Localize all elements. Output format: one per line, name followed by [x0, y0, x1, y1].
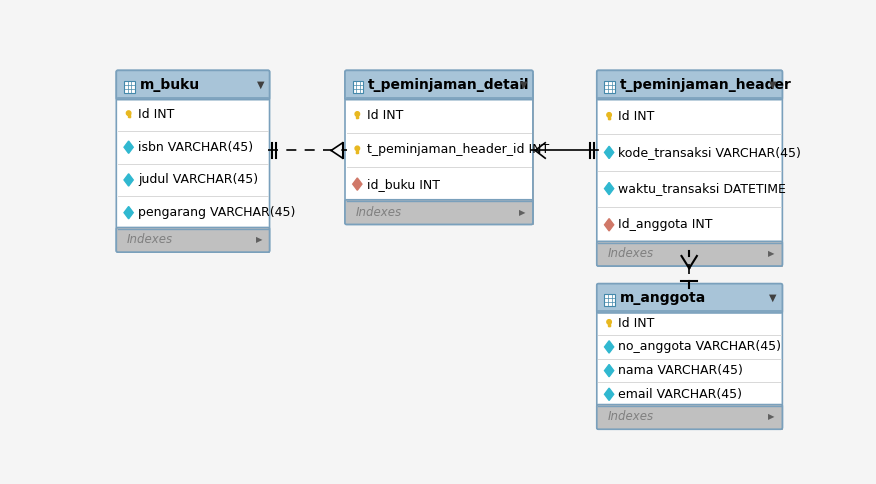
- Polygon shape: [124, 207, 133, 219]
- Bar: [349, 74, 533, 225]
- Text: Id INT: Id INT: [618, 317, 654, 330]
- Text: ▶: ▶: [519, 208, 526, 216]
- Bar: [357, 150, 358, 152]
- Text: Indexes: Indexes: [127, 233, 173, 246]
- Text: waktu_transaksi DATETIME: waktu_transaksi DATETIME: [618, 182, 787, 195]
- Bar: [118, 229, 268, 238]
- Bar: [347, 201, 532, 223]
- Polygon shape: [124, 174, 133, 186]
- FancyBboxPatch shape: [597, 405, 782, 429]
- Text: Id_anggota INT: Id_anggota INT: [618, 218, 713, 231]
- Bar: [118, 88, 268, 98]
- FancyBboxPatch shape: [597, 70, 782, 266]
- Text: nama VARCHAR(45): nama VARCHAR(45): [618, 364, 743, 377]
- Bar: [598, 72, 781, 98]
- Polygon shape: [604, 182, 614, 195]
- Text: Id INT: Id INT: [366, 109, 403, 122]
- Bar: [598, 243, 781, 252]
- Text: Indexes: Indexes: [356, 206, 402, 219]
- FancyBboxPatch shape: [345, 70, 533, 100]
- Bar: [598, 243, 781, 264]
- Circle shape: [126, 111, 131, 115]
- Text: m_anggota: m_anggota: [620, 291, 706, 305]
- Bar: [353, 80, 364, 93]
- Bar: [608, 116, 610, 119]
- Text: isbn VARCHAR(45): isbn VARCHAR(45): [138, 141, 253, 154]
- Bar: [608, 323, 610, 326]
- Circle shape: [607, 319, 611, 324]
- FancyBboxPatch shape: [597, 284, 782, 313]
- Circle shape: [355, 112, 359, 116]
- Text: no_anggota VARCHAR(45): no_anggota VARCHAR(45): [618, 340, 781, 353]
- Bar: [120, 74, 271, 253]
- Polygon shape: [124, 141, 133, 153]
- Circle shape: [355, 146, 359, 151]
- Bar: [118, 72, 268, 98]
- Bar: [598, 406, 781, 428]
- Bar: [124, 80, 135, 93]
- Bar: [118, 229, 268, 251]
- Text: Id INT: Id INT: [138, 108, 174, 121]
- Text: m_buku: m_buku: [139, 77, 200, 91]
- Text: ▶: ▶: [768, 249, 775, 258]
- Bar: [347, 201, 532, 210]
- FancyBboxPatch shape: [597, 284, 782, 429]
- Text: ▼: ▼: [257, 79, 264, 90]
- Polygon shape: [353, 178, 362, 190]
- Polygon shape: [604, 388, 614, 400]
- Polygon shape: [604, 146, 614, 159]
- Bar: [604, 294, 615, 306]
- Text: ▶: ▶: [256, 235, 262, 244]
- Bar: [604, 80, 615, 93]
- Text: kode_transaksi VARCHAR(45): kode_transaksi VARCHAR(45): [618, 146, 802, 159]
- Text: ▼: ▼: [519, 79, 527, 90]
- FancyBboxPatch shape: [117, 70, 270, 252]
- Bar: [347, 88, 532, 98]
- FancyBboxPatch shape: [597, 70, 782, 100]
- Polygon shape: [604, 341, 614, 353]
- Bar: [598, 88, 781, 98]
- Polygon shape: [604, 364, 614, 377]
- FancyBboxPatch shape: [345, 200, 533, 225]
- Text: ▼: ▼: [769, 79, 777, 90]
- Bar: [347, 72, 532, 98]
- Text: pengarang VARCHAR(45): pengarang VARCHAR(45): [138, 206, 295, 219]
- Bar: [128, 115, 130, 118]
- Text: Indexes: Indexes: [608, 247, 653, 260]
- Bar: [598, 301, 781, 311]
- Text: id_buku INT: id_buku INT: [366, 178, 440, 191]
- Text: t_peminjaman_detail: t_peminjaman_detail: [368, 77, 530, 91]
- Bar: [598, 285, 781, 311]
- Text: t_peminjaman_header_id INT: t_peminjaman_header_id INT: [366, 143, 548, 156]
- Text: Id INT: Id INT: [618, 110, 654, 123]
- FancyBboxPatch shape: [117, 70, 270, 100]
- Text: judul VARCHAR(45): judul VARCHAR(45): [138, 173, 258, 186]
- Bar: [357, 115, 358, 118]
- Text: ▶: ▶: [768, 412, 775, 422]
- Bar: [601, 287, 783, 430]
- Text: Indexes: Indexes: [608, 410, 653, 424]
- Text: ▼: ▼: [769, 293, 777, 303]
- Circle shape: [607, 113, 611, 117]
- Text: t_peminjaman_header: t_peminjaman_header: [620, 77, 792, 91]
- Polygon shape: [604, 219, 614, 231]
- Bar: [598, 406, 781, 415]
- Bar: [601, 74, 783, 267]
- FancyBboxPatch shape: [117, 227, 270, 252]
- FancyBboxPatch shape: [597, 242, 782, 266]
- Text: email VARCHAR(45): email VARCHAR(45): [618, 388, 742, 401]
- FancyBboxPatch shape: [345, 70, 533, 225]
